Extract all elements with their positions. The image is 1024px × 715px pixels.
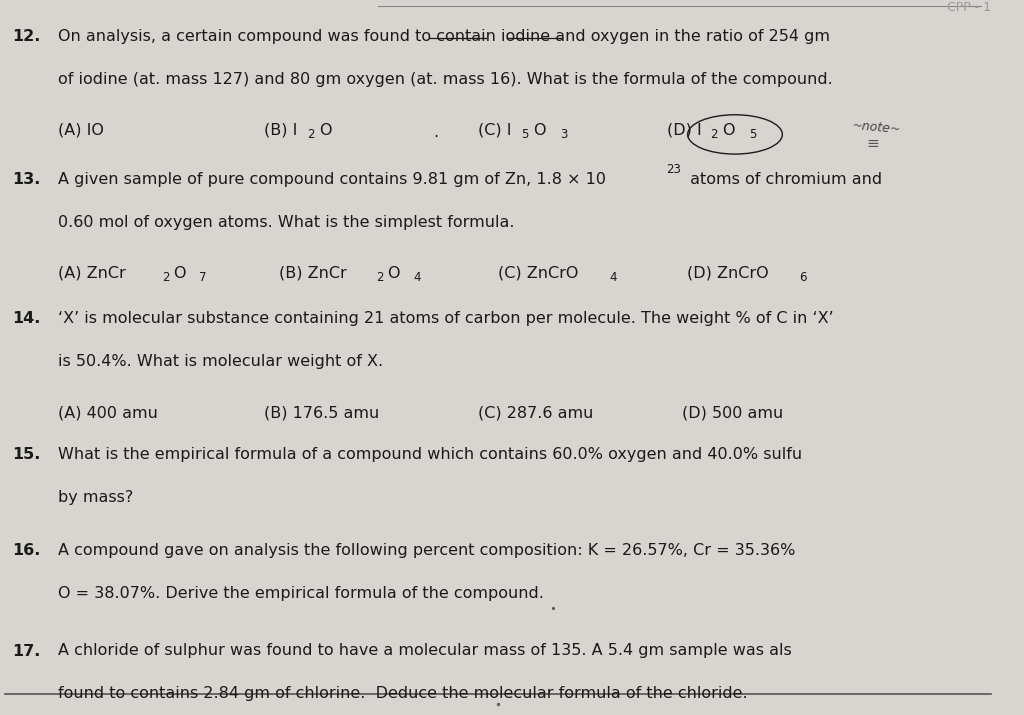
Text: CPP - 1: CPP - 1 (947, 1, 991, 14)
Text: atoms of chromium and: atoms of chromium and (685, 172, 883, 187)
Text: (B) I: (B) I (264, 123, 297, 138)
Text: 2: 2 (377, 271, 384, 284)
Text: O: O (387, 266, 400, 281)
Text: 5: 5 (521, 128, 528, 141)
Text: (A) 400 amu: (A) 400 amu (57, 405, 158, 420)
Text: (C) ZnCrO: (C) ZnCrO (498, 266, 579, 281)
Text: O: O (318, 123, 331, 138)
Text: On analysis, a certain compound was found to contain iodine and oxygen in the ra: On analysis, a certain compound was foun… (57, 29, 829, 44)
Text: 23: 23 (667, 163, 681, 176)
Text: What is the empirical formula of a compound which contains 60.0% oxygen and 40.0: What is the empirical formula of a compo… (57, 447, 802, 462)
Text: 3: 3 (560, 128, 567, 141)
Text: (D) 500 amu: (D) 500 amu (682, 405, 783, 420)
Text: of iodine (at. mass 127) and 80 gm oxygen (at. mass 16). What is the formula of : of iodine (at. mass 127) and 80 gm oxyge… (57, 72, 833, 87)
Text: A compound gave on analysis the following percent composition: K = 26.57%, Cr = : A compound gave on analysis the followin… (57, 543, 796, 558)
Text: (D) ZnCrO: (D) ZnCrO (687, 266, 769, 281)
Text: 2: 2 (163, 271, 170, 284)
Text: is 50.4%. What is molecular weight of X.: is 50.4%. What is molecular weight of X. (57, 354, 383, 369)
Text: O: O (173, 266, 185, 281)
Text: (C) I: (C) I (478, 123, 512, 138)
Text: A given sample of pure compound contains 9.81 gm of Zn, 1.8 × 10: A given sample of pure compound contains… (57, 172, 606, 187)
Text: O: O (532, 123, 546, 138)
Text: (D) I: (D) I (668, 123, 702, 138)
Text: 2: 2 (307, 128, 314, 141)
Text: by mass?: by mass? (57, 490, 133, 505)
Text: ·: · (433, 130, 438, 145)
Text: (B) 176.5 amu: (B) 176.5 amu (264, 405, 379, 420)
Text: (C) 287.6 amu: (C) 287.6 amu (478, 405, 594, 420)
Text: 4: 4 (609, 271, 617, 284)
Text: 17.: 17. (12, 644, 40, 659)
Text: 5: 5 (749, 128, 757, 141)
Text: 6: 6 (799, 271, 806, 284)
Text: O = 38.07%. Derive the empirical formula of the compound.: O = 38.07%. Derive the empirical formula… (57, 586, 544, 601)
Text: 14.: 14. (12, 311, 40, 326)
Text: O: O (722, 123, 734, 138)
Text: 12.: 12. (12, 29, 40, 44)
Text: ≡: ≡ (866, 136, 880, 151)
Text: A chloride of sulphur was found to have a molecular mass of 135. A 5.4 gm sample: A chloride of sulphur was found to have … (57, 644, 792, 659)
Text: ~note~: ~note~ (852, 119, 901, 137)
Text: found to contains 2.84 gm of chlorine.  Deduce the molecular formula of the chlo: found to contains 2.84 gm of chlorine. D… (57, 686, 748, 701)
Text: (A) IO: (A) IO (57, 123, 103, 138)
Text: (B) ZnCr: (B) ZnCr (279, 266, 346, 281)
Text: 7: 7 (200, 271, 207, 284)
Text: 2: 2 (710, 128, 718, 141)
Text: 0.60 mol of oxygen atoms. What is the simplest formula.: 0.60 mol of oxygen atoms. What is the si… (57, 214, 514, 230)
Text: 13.: 13. (12, 172, 40, 187)
Text: (A) ZnCr: (A) ZnCr (57, 266, 126, 281)
Text: ‘X’ is molecular substance containing 21 atoms of carbon per molecule. The weigh: ‘X’ is molecular substance containing 21… (57, 311, 834, 326)
Text: 15.: 15. (12, 447, 40, 462)
Text: 4: 4 (414, 271, 421, 284)
Text: 16.: 16. (12, 543, 40, 558)
